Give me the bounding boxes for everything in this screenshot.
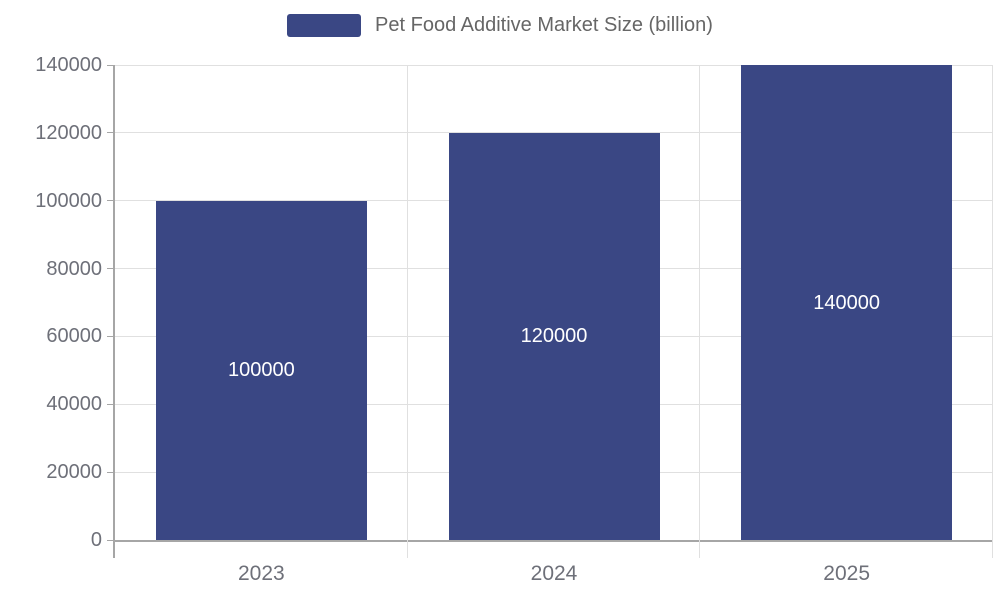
bar-2023[interactable] — [156, 200, 367, 540]
bar-2025[interactable] — [741, 65, 952, 540]
y-tick-label: 20000 — [46, 461, 102, 484]
y-tick-mark — [107, 539, 115, 541]
y-tick-label: 0 — [90, 529, 102, 551]
y-tick-mark — [107, 132, 115, 134]
y-tick-mark — [107, 471, 115, 473]
y-tick-label: 100000 — [35, 189, 102, 212]
gridline-horizontal — [115, 132, 993, 134]
y-tick-label: 120000 — [35, 121, 102, 144]
x-axis-line — [113, 540, 993, 542]
x-tick-label-2023: 2023 — [237, 562, 285, 585]
bar-value-label-2023: 100000 — [227, 359, 295, 382]
plot-area: 0 20000 40000 60000 80000 100000 120000 140000 1… — [35, 55, 993, 584]
y-tick-label: 140000 — [35, 54, 102, 76]
gridline-vertical — [699, 65, 700, 558]
x-tick-label-2025: 2025 — [823, 562, 871, 585]
y-tick-mark — [107, 200, 115, 202]
y-tick-label: 60000 — [46, 325, 102, 348]
legend-label: Pet Food Additive Market Size (billion) — [375, 14, 713, 36]
bar-value-label-2024: 120000 — [520, 325, 588, 348]
bar-2024[interactable] — [449, 132, 660, 540]
y-tick-label: 80000 — [46, 257, 102, 280]
y-tick-mark — [107, 335, 115, 337]
y-tick-label: 40000 — [46, 393, 102, 416]
gridline-vertical — [407, 65, 408, 558]
y-tick-mark — [107, 64, 115, 66]
gridline-vertical — [992, 65, 993, 558]
y-axis-line — [113, 65, 115, 558]
y-tick-mark — [107, 403, 115, 405]
bar-value-label-2025: 140000 — [813, 291, 881, 314]
legend-item[interactable]: Pet Food Additive Market Size (billion) — [0, 14, 1000, 37]
y-tick-mark — [107, 268, 115, 270]
gridline-horizontal — [115, 64, 993, 66]
x-tick-label-2024: 2024 — [530, 562, 578, 585]
legend-marker — [287, 14, 362, 37]
